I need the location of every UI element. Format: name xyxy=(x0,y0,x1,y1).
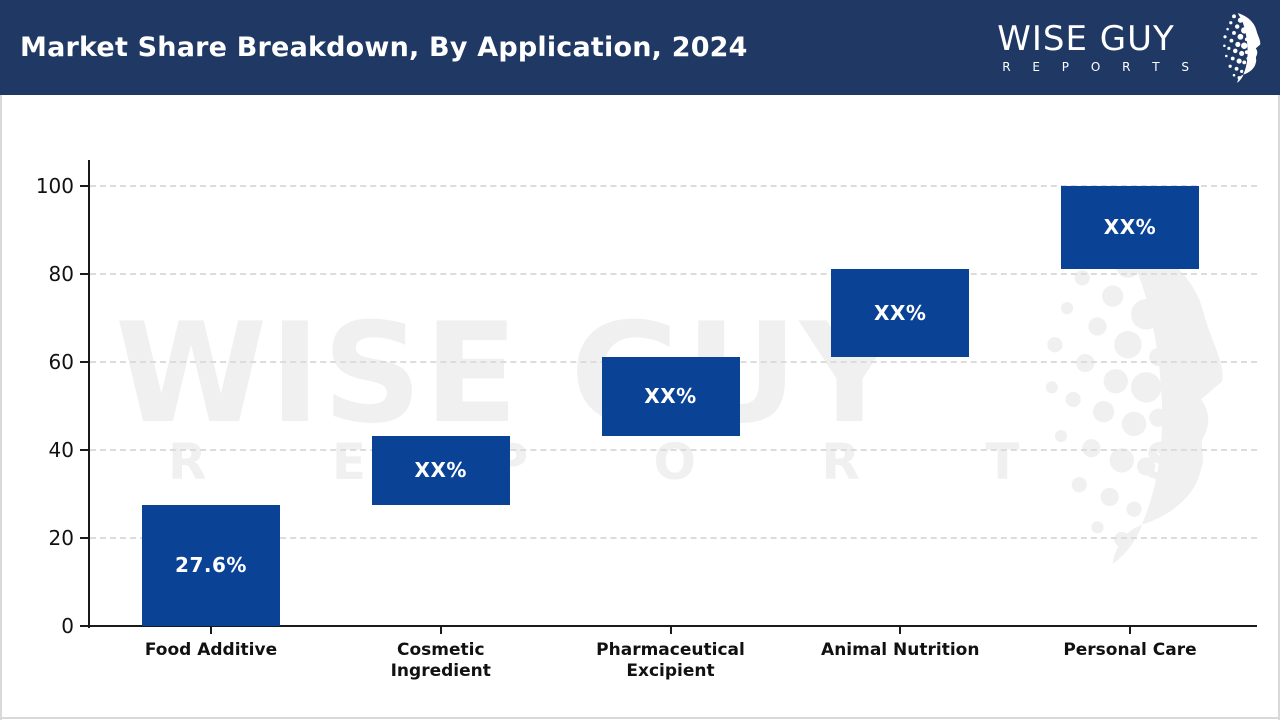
gridline-40 xyxy=(90,449,1257,451)
gridline-100 xyxy=(90,185,1257,187)
bar-food-additive: 27.6% xyxy=(142,504,280,626)
bar-value-label-pharmaceutical-excipient: XX% xyxy=(644,384,697,409)
x-axis-label-pharmaceutical-excipient: Pharmaceutical Excipient xyxy=(596,640,745,681)
x-axis-label-animal-nutrition: Animal Nutrition xyxy=(821,640,980,660)
y-tick-40 xyxy=(80,449,88,451)
x-axis-label-food-additive: Food Additive xyxy=(144,640,278,660)
bar-personal-care: XX% xyxy=(1061,186,1199,269)
logo-wordmark: WISE GUY xyxy=(997,19,1175,59)
bar-value-label-food-additive: 27.6% xyxy=(175,553,247,578)
bar-value-label-cosmetic-ingredient: XX% xyxy=(414,458,467,483)
bar-cosmetic-ingredient: XX% xyxy=(371,435,510,505)
gridline-80 xyxy=(90,273,1257,275)
page-left-border xyxy=(0,95,2,720)
y-tick-20 xyxy=(80,537,88,539)
page-bottom-border xyxy=(0,717,1280,719)
bar-animal-nutrition: XX% xyxy=(831,268,970,357)
bar-value-label-personal-care: XX% xyxy=(1103,215,1157,240)
y-tick-60 xyxy=(80,361,88,363)
x-tick-personal-care xyxy=(1129,627,1131,634)
x-axis-label-personal-care: Personal Care xyxy=(1063,640,1197,660)
y-tick-80 xyxy=(80,273,88,275)
waterfall-chart: WISE GUY R E P O R T S 0 20 40 60 80 100 27.6%… xyxy=(0,95,1280,720)
y-axis-label-60: 60 xyxy=(48,350,74,374)
x-tick-animal-nutrition xyxy=(899,627,902,634)
x-axis-line xyxy=(88,625,1257,627)
watermark-subtext: R E P O R T S xyxy=(168,433,1235,491)
x-tick-pharmaceutical-excipient xyxy=(669,627,672,634)
watermark-wordmark: WISE GUY xyxy=(115,293,902,454)
x-axis-label-cosmetic-ingredient: Cosmetic Ingredient xyxy=(390,640,491,681)
wiseguy-logo: WISE GUY R E P O R T S xyxy=(997,11,1266,85)
gridline-20 xyxy=(90,537,1257,539)
y-axis-label-100: 100 xyxy=(35,174,74,198)
y-axis-label-20: 20 xyxy=(48,526,74,550)
bar-value-label-animal-nutrition: XX% xyxy=(874,300,927,325)
bar-pharmaceutical-excipient: XX% xyxy=(601,356,740,436)
page-right-border xyxy=(1278,95,1280,720)
y-axis-label-80: 80 xyxy=(48,262,74,286)
logo-subtext: R E P O R T S xyxy=(1002,60,1198,74)
y-axis-label-40: 40 xyxy=(48,438,74,462)
logo-wordmark-block: WISE GUY R E P O R T S xyxy=(997,21,1198,74)
page-title: Market Share Breakdown, By Application, … xyxy=(20,32,748,63)
x-tick-cosmetic-ingredient xyxy=(439,627,442,634)
header-bar: Market Share Breakdown, By Application, … xyxy=(0,0,1280,95)
x-tick-food-additive xyxy=(210,627,212,634)
y-axis-line xyxy=(88,160,90,628)
y-tick-100 xyxy=(80,185,88,187)
y-axis-label-0: 0 xyxy=(61,614,74,638)
y-tick-0 xyxy=(80,625,88,627)
